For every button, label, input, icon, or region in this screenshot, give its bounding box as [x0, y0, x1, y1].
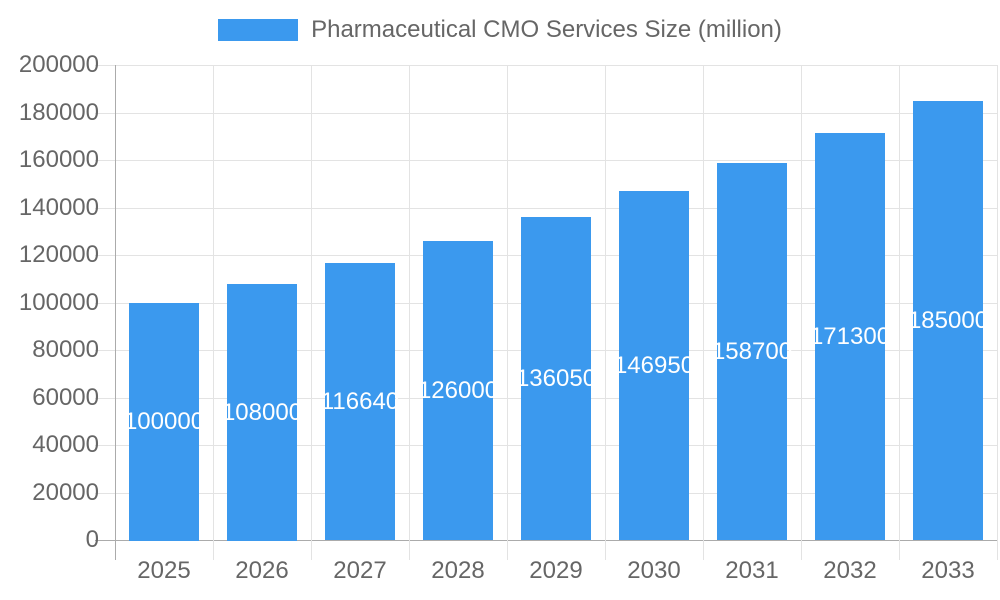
x-tick-mark	[507, 540, 508, 560]
y-tick-label: 40000	[32, 431, 99, 458]
bar-value-label: 126000	[417, 376, 499, 404]
bar-value-label: 116640	[320, 387, 400, 415]
h-gridline	[115, 160, 997, 161]
x-tick-mark	[997, 540, 998, 560]
x-axis-line	[115, 540, 997, 541]
x-tick-mark	[605, 540, 606, 560]
x-tick-mark	[801, 540, 802, 560]
y-tick-label: 60000	[32, 384, 99, 411]
x-tick-label-2031: 2031	[725, 557, 779, 584]
bar-2031[interactable]: 158700	[712, 163, 792, 540]
v-gridline	[899, 65, 900, 540]
y-tick-label: 140000	[18, 194, 99, 221]
y-tick-mark	[95, 208, 115, 209]
bar-value-label: 146950	[613, 351, 695, 379]
x-tick-mark	[899, 540, 900, 560]
bar-value-label: 171300	[809, 322, 891, 350]
h-gridline	[115, 208, 997, 209]
y-tick-mark	[95, 113, 115, 114]
y-tick-mark	[95, 65, 115, 66]
x-tick-label-2032: 2032	[823, 557, 877, 584]
bar-2033[interactable]: 185000	[908, 101, 988, 540]
bar-2027[interactable]: 116640	[321, 263, 399, 540]
bar-2032[interactable]: 171300	[810, 133, 890, 540]
v-gridline	[213, 65, 214, 540]
y-tick-mark	[95, 255, 115, 256]
y-tick-label: 0	[85, 526, 99, 553]
legend-label: Pharmaceutical CMO Services Size (millio…	[311, 16, 782, 43]
y-tick-mark	[95, 493, 115, 494]
v-gridline	[801, 65, 802, 540]
v-gridline	[409, 65, 410, 540]
x-tick-label-2030: 2030	[627, 557, 681, 584]
x-tick-mark	[409, 540, 410, 560]
bar-2028[interactable]: 126000	[418, 241, 498, 540]
y-tick-mark	[95, 445, 115, 446]
y-tick-label: 80000	[32, 336, 99, 363]
y-tick-label: 120000	[18, 241, 99, 268]
bar-2026[interactable]: 108000	[222, 284, 302, 541]
x-tick-label-2027: 2027	[333, 557, 387, 584]
bar-value-label: 136050	[515, 364, 597, 392]
v-gridline	[997, 65, 998, 540]
x-tick-mark	[213, 540, 214, 560]
x-tick-label-2025: 2025	[137, 557, 191, 584]
bar-2025[interactable]: 100000	[124, 303, 204, 541]
y-tick-mark	[95, 540, 115, 541]
v-gridline	[507, 65, 508, 540]
y-tick-mark	[95, 160, 115, 161]
bar-value-label: 185000	[907, 306, 989, 334]
y-tick-mark	[95, 350, 115, 351]
x-tick-label-2028: 2028	[431, 557, 485, 584]
bar-2030[interactable]: 146950	[614, 191, 694, 540]
x-tick-mark	[703, 540, 704, 560]
y-tick-label: 180000	[18, 99, 99, 126]
bar-value-label: 158700	[711, 337, 793, 365]
v-gridline	[311, 65, 312, 540]
x-tick-label-2026: 2026	[235, 557, 289, 584]
x-tick-mark	[115, 540, 116, 560]
y-tick-label: 20000	[32, 479, 99, 506]
bar-value-label: 108000	[221, 398, 303, 426]
h-gridline	[115, 65, 997, 66]
v-gridline	[605, 65, 606, 540]
y-tick-mark	[95, 303, 115, 304]
y-axis-line	[115, 65, 116, 540]
legend-swatch	[218, 19, 299, 41]
y-tick-label: 200000	[18, 51, 99, 78]
x-tick-label-2029: 2029	[529, 557, 583, 584]
x-tick-mark	[311, 540, 312, 560]
h-gridline	[115, 113, 997, 114]
legend-item[interactable]: Pharmaceutical CMO Services Size (millio…	[0, 16, 1000, 44]
y-tick-mark	[95, 398, 115, 399]
bar-2029[interactable]: 136050	[516, 217, 596, 540]
v-gridline	[703, 65, 704, 540]
x-tick-label-2033: 2033	[921, 557, 975, 584]
y-tick-label: 100000	[18, 289, 99, 316]
y-tick-label: 160000	[18, 146, 99, 173]
bar-value-label: 100000	[123, 408, 205, 435]
